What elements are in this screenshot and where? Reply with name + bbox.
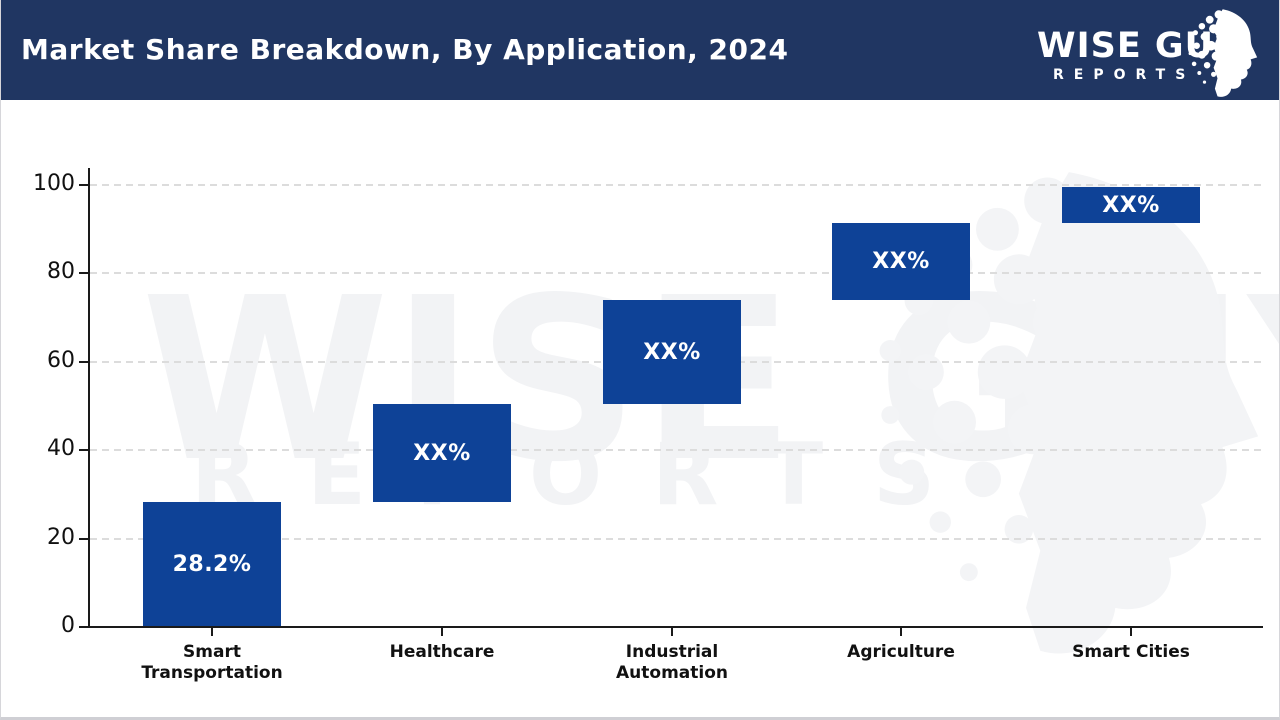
chart-title: Market Share Breakdown, By Application, … [21,33,789,66]
x-tick-mark [900,628,902,636]
gridline-y-80 [90,272,1263,275]
bar-value-label: XX% [643,339,701,365]
bar-healthcare: XX% [373,404,511,503]
y-tick-mark [79,184,89,186]
x-axis-line [88,626,1263,628]
x-tick-label-line: Healthcare [389,642,495,662]
x-tick-label-healthcare: Healthcare [342,642,542,663]
bar-value-label: 28.2% [172,552,252,578]
x-tick-label-line: Smart Cities [1072,642,1190,662]
y-tick-label: 0 [61,613,75,638]
y-tick-mark [79,272,89,275]
gridline-y-100 [90,184,1263,186]
x-tick-label-line: Smart [183,642,241,662]
x-tick-mark [1130,628,1132,636]
bar-industrial-automation: XX% [603,299,741,405]
bar-smart-transportation: 28.2% [143,502,281,627]
y-tick-label: 20 [47,524,75,550]
y-tick-mark [79,626,89,628]
x-tick-label-line: Industrial [625,642,719,662]
gridline-y-20 [90,537,1263,540]
bar-value-label: XX% [1102,192,1160,218]
x-tick-mark [671,628,673,636]
y-tick-mark [79,449,89,452]
x-tick-label-line: Transportation [141,663,283,683]
y-tick-label: 60 [47,347,75,373]
brand-logo-reports: REPORTS [1053,67,1196,83]
bar-value-label: XX% [872,249,930,275]
bar-agriculture: XX% [832,223,970,300]
gridline-y-40 [90,449,1263,452]
brand-logo: WISE GUY REPORTS [1013,4,1263,98]
x-tick-label-agriculture: Agriculture [801,642,1001,663]
x-tick-mark [441,628,443,636]
x-tick-label-smart-cities: Smart Cities [1031,642,1231,663]
y-tick-mark [79,360,89,363]
bar-smart-cities: XX% [1062,187,1200,224]
waterfall-chart: 0 20 40 60 80 100 28.2% Smart Transportation XX% H… [1,100,1279,717]
x-tick-label-line: Automation [616,663,728,683]
bar-value-label: XX% [413,440,471,466]
y-tick-label: 40 [47,436,75,462]
y-tick-mark [79,537,89,540]
head-logo-icon [1188,9,1258,97]
y-tick-label: 100 [33,171,75,196]
brand-logo-wordmark: WISE GUY [1037,26,1241,66]
y-tick-label: 80 [47,259,75,285]
x-tick-mark [211,628,213,636]
header-banner: Market Share Breakdown, By Application, … [1,0,1279,100]
x-tick-label-line: Agriculture [847,642,955,662]
x-tick-label-industrial-automation: Industrial Automation [572,642,772,684]
y-axis-line [88,168,90,628]
x-tick-label-smart-transportation: Smart Transportation [112,642,312,684]
